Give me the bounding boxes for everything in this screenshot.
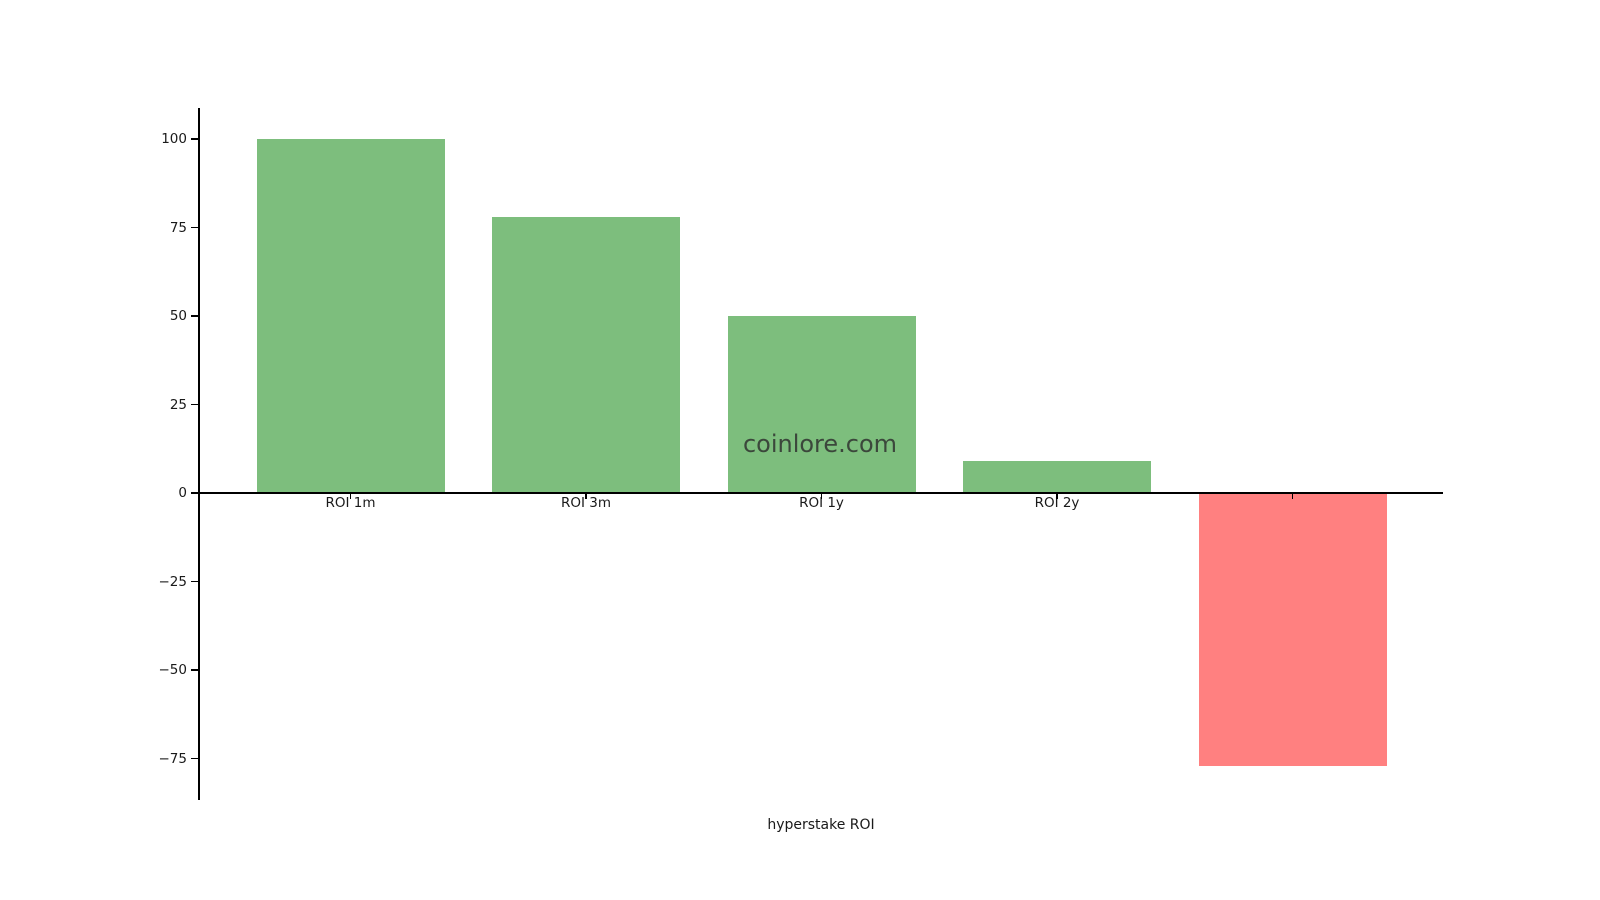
bar-roi-2y bbox=[963, 461, 1151, 493]
x-tick-label: ROI 2y bbox=[1034, 494, 1080, 511]
y-tick-mark bbox=[191, 226, 199, 229]
bar-roi-1m bbox=[256, 139, 445, 493]
bar-roi-3m bbox=[492, 216, 680, 493]
bar-roi-1y bbox=[727, 316, 916, 493]
y-tick-mark bbox=[191, 669, 199, 671]
y-tick-label: −50 bbox=[158, 662, 188, 678]
y-tick-label: 75 bbox=[169, 219, 187, 236]
x-tick-mark bbox=[1056, 493, 1058, 499]
x-tick-label: ROI 3m bbox=[560, 494, 612, 511]
y-tick-label: 100 bbox=[161, 131, 187, 147]
bar-negative bbox=[1198, 493, 1387, 766]
y-tick-mark bbox=[191, 757, 199, 760]
y-tick-mark bbox=[191, 138, 199, 140]
y-tick-mark bbox=[191, 492, 199, 494]
y-tick-mark bbox=[191, 403, 199, 406]
y-tick-label: −25 bbox=[158, 573, 188, 590]
x-axis-title: hyperstake ROI bbox=[767, 817, 875, 833]
watermark: coinlore.com bbox=[742, 430, 898, 458]
x-tick-mark bbox=[820, 493, 823, 499]
y-tick-mark bbox=[191, 580, 199, 583]
y-axis-spine bbox=[198, 108, 200, 800]
y-tick-label: 50 bbox=[169, 308, 187, 324]
y-tick-label: 0 bbox=[178, 485, 187, 501]
y-tick-label: 25 bbox=[169, 396, 187, 413]
x-tick-mark bbox=[585, 493, 587, 499]
x-tick-mark bbox=[349, 493, 352, 499]
y-tick-mark bbox=[191, 315, 199, 317]
x-tick-mark bbox=[1291, 493, 1294, 499]
x-tick-label: ROI 1m bbox=[325, 494, 376, 511]
y-tick-label: −75 bbox=[158, 750, 188, 767]
x-tick-label: ROI 1y bbox=[799, 494, 844, 511]
